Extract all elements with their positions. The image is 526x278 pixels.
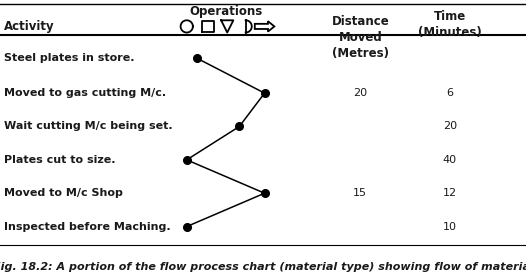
Text: Fig. 18.2: A portion of the flow process chart (material type) showing flow of m: Fig. 18.2: A portion of the flow process… [0,262,526,272]
Text: 20: 20 [353,88,367,98]
Text: Wait cutting M/c being set.: Wait cutting M/c being set. [4,121,173,131]
Text: Plates cut to size.: Plates cut to size. [4,155,116,165]
Text: Time
(Minutes): Time (Minutes) [418,10,482,39]
Text: 20: 20 [443,121,457,131]
Text: 10: 10 [443,222,457,232]
Text: Inspected before Maching.: Inspected before Maching. [4,222,171,232]
Text: Activity: Activity [4,20,55,33]
Text: 40: 40 [443,155,457,165]
Text: 12: 12 [443,188,457,198]
Text: Distance
Moved
(Metres): Distance Moved (Metres) [331,15,389,60]
Text: Moved to M/c Shop: Moved to M/c Shop [4,188,123,198]
Text: 6: 6 [446,88,453,98]
Text: Operations: Operations [189,5,263,18]
Text: 15: 15 [353,188,367,198]
Text: Moved to gas cutting M/c.: Moved to gas cutting M/c. [4,88,166,98]
Polygon shape [255,21,275,32]
Text: Steel plates in store.: Steel plates in store. [4,53,135,63]
